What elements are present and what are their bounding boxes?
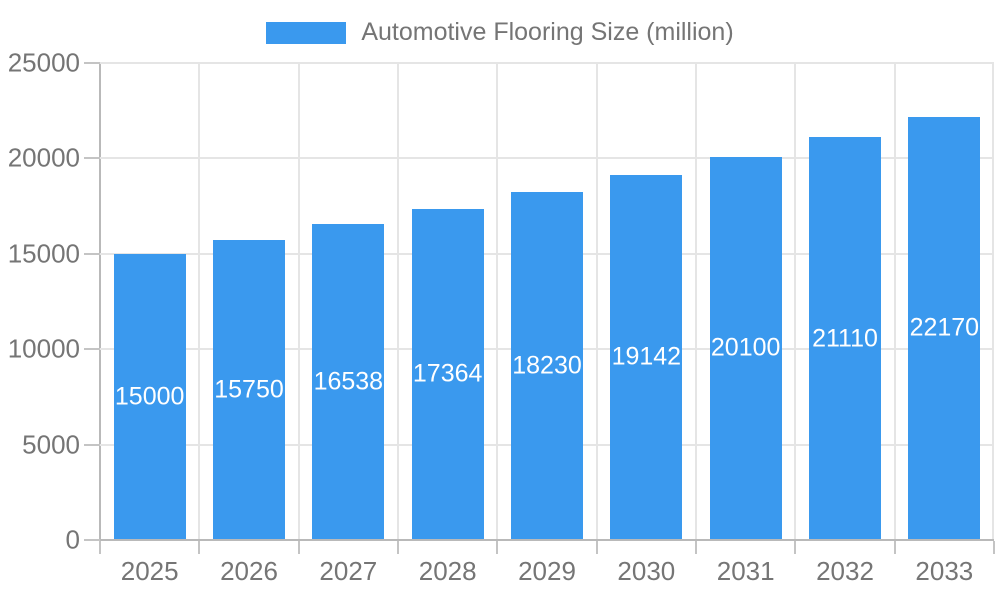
y-axis-tick [84,62,100,64]
v-gridline [893,63,896,540]
bar-value-label: 17364 [412,359,483,388]
bar-value-label: 18230 [512,351,582,380]
bar[interactable] [113,253,186,540]
x-axis-label: 2028 [418,556,477,586]
bar[interactable] [809,137,881,540]
x-axis-tick [198,541,201,554]
x-axis-label: 2031 [716,556,775,586]
x-axis-label: 2029 [518,556,576,586]
v-gridline [992,63,994,540]
v-gridline [397,63,399,540]
y-axis-label: 5000 [22,429,80,460]
bar-value-label: 16538 [313,367,384,396]
plot-area: 15000 15750 16538 17364 18230 19142 20100 21110… [100,62,994,540]
y-axis-label: 10000 [7,333,80,364]
bar[interactable] [610,174,683,540]
x-axis-label: 2026 [220,556,278,586]
x-axis-tick [397,541,399,554]
y-axis-tick [84,157,100,160]
y-axis-label: 15000 [7,238,80,269]
bar[interactable] [908,117,981,540]
x-axis-line [100,539,994,541]
y-axis-label: 25000 [7,47,80,78]
bar-value-label: 15000 [114,382,185,411]
x-axis-tick [595,541,598,554]
v-gridline [794,63,797,540]
x-axis-label: 2027 [319,556,378,586]
chart-legend: Automotive Flooring Size (million) [0,18,1000,47]
h-gridline [100,62,994,64]
bar-value-label: 20100 [710,333,781,362]
x-axis-tick [794,541,797,554]
v-gridline [595,63,598,540]
y-axis-tick [84,539,100,541]
x-axis-label: 2025 [120,556,179,586]
bar-value-label: 19142 [611,342,682,371]
x-axis-tick [893,541,896,554]
legend-swatch[interactable] [266,21,347,44]
x-axis-label: 2030 [617,556,676,586]
x-axis-tick [695,541,697,554]
v-gridline [496,63,499,540]
x-axis-tick [99,541,101,554]
legend-label[interactable]: Automotive Flooring Size (million) [361,18,734,46]
x-axis-label: 2032 [816,556,874,586]
v-gridline [198,63,201,540]
x-axis-tick [496,541,499,554]
bar-value-label: 22170 [909,313,980,342]
y-axis-tick [84,443,100,446]
v-gridline [297,63,300,540]
v-gridline [695,63,697,540]
bar-value-label: 21110 [812,324,878,353]
x-axis-tick [297,541,300,554]
bar[interactable] [709,156,782,540]
y-axis-line [99,63,101,554]
bar[interactable] [411,208,484,540]
y-axis-tick [84,348,100,351]
x-axis-tick [993,541,995,554]
bar[interactable] [312,224,385,540]
h-gridline [100,157,994,160]
y-axis-tick [84,252,100,255]
y-axis-label: 0 [65,524,80,555]
bar-value-label: 15750 [214,375,284,404]
y-axis-label: 20000 [7,142,80,173]
bar[interactable] [213,239,285,540]
bar[interactable] [511,192,583,540]
x-axis-label: 2033 [915,556,974,586]
